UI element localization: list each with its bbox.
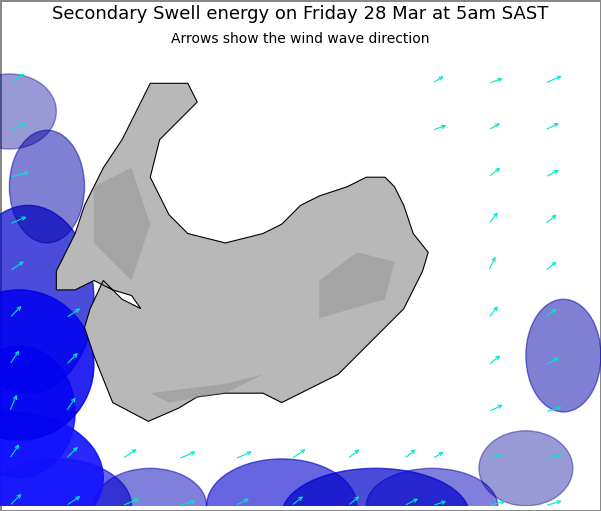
- Ellipse shape: [479, 431, 573, 506]
- Text: Arrows show the wind wave direction: Arrows show the wind wave direction: [171, 32, 430, 46]
- Polygon shape: [150, 375, 263, 403]
- Ellipse shape: [526, 299, 601, 412]
- Ellipse shape: [10, 130, 85, 243]
- Text: Secondary Swell energy on Friday 28 Mar at 5am SAST: Secondary Swell energy on Friday 28 Mar …: [52, 5, 549, 23]
- Ellipse shape: [282, 468, 469, 511]
- Polygon shape: [319, 252, 394, 318]
- Ellipse shape: [366, 468, 498, 511]
- Ellipse shape: [207, 459, 357, 511]
- Ellipse shape: [0, 205, 94, 393]
- Ellipse shape: [0, 412, 103, 511]
- Ellipse shape: [0, 290, 94, 440]
- Polygon shape: [94, 168, 150, 281]
- Polygon shape: [56, 83, 428, 422]
- Ellipse shape: [0, 74, 56, 149]
- Ellipse shape: [0, 459, 132, 511]
- Ellipse shape: [94, 468, 207, 511]
- Ellipse shape: [0, 346, 75, 478]
